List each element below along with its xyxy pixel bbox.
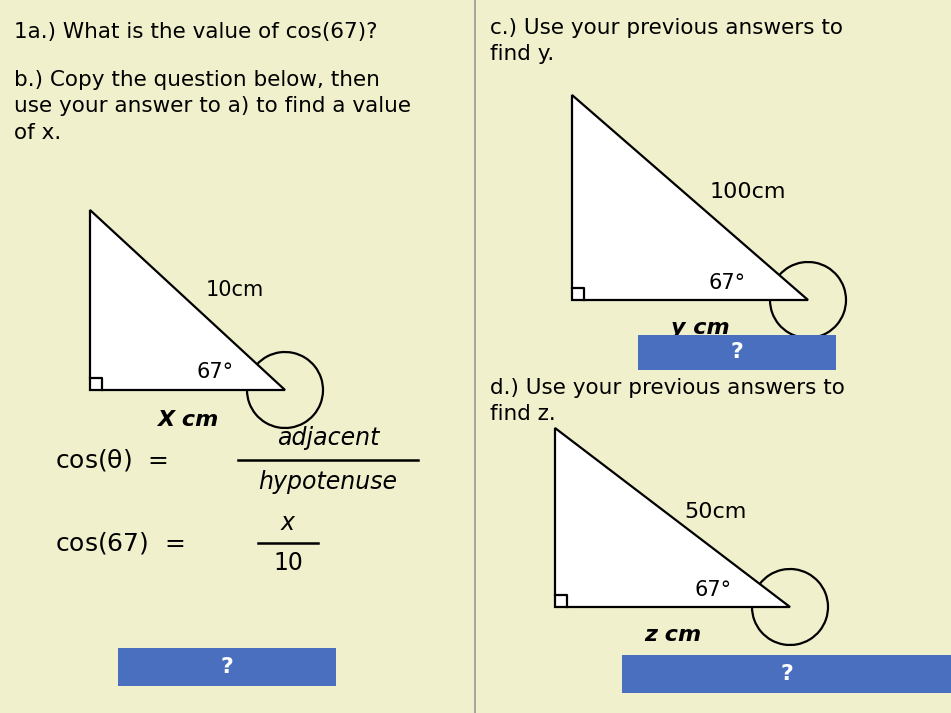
Text: 100cm: 100cm [710,183,786,202]
Text: 10cm: 10cm [205,280,263,300]
Polygon shape [572,95,808,300]
Text: c.) Use your previous answers to
find y.: c.) Use your previous answers to find y. [490,18,843,64]
Text: 67°: 67° [695,580,732,600]
Text: 67°: 67° [708,273,746,293]
Bar [638,335,836,370]
Polygon shape [555,428,790,607]
Text: y cm: y cm [670,318,729,338]
Text: b.) Copy the question below, then
use your answer to a) to find a value
of x.: b.) Copy the question below, then use yo… [14,70,411,143]
Text: ?: ? [781,664,793,684]
Polygon shape [90,210,285,390]
Text: hypotenuse: hypotenuse [259,470,398,494]
Text: d.) Use your previous answers to
find z.: d.) Use your previous answers to find z. [490,378,844,424]
Text: 10: 10 [273,551,303,575]
Text: ?: ? [730,342,744,362]
Bar [622,655,951,693]
Text: $\mathregular{cos(\theta)}$  =: $\mathregular{cos(\theta)}$ = [55,447,168,473]
Text: 1a.) What is the value of cos(67)?: 1a.) What is the value of cos(67)? [14,22,378,42]
Bar [118,648,336,686]
Text: z cm: z cm [644,625,701,645]
Text: adjacent: adjacent [277,426,379,450]
Text: x: x [281,511,295,535]
Text: ?: ? [221,657,233,677]
Text: 67°: 67° [197,362,234,382]
Text: X cm: X cm [157,410,218,430]
Text: 50cm: 50cm [685,503,747,523]
Text: $\mathregular{cos(67)}$  =: $\mathregular{cos(67)}$ = [55,530,184,556]
